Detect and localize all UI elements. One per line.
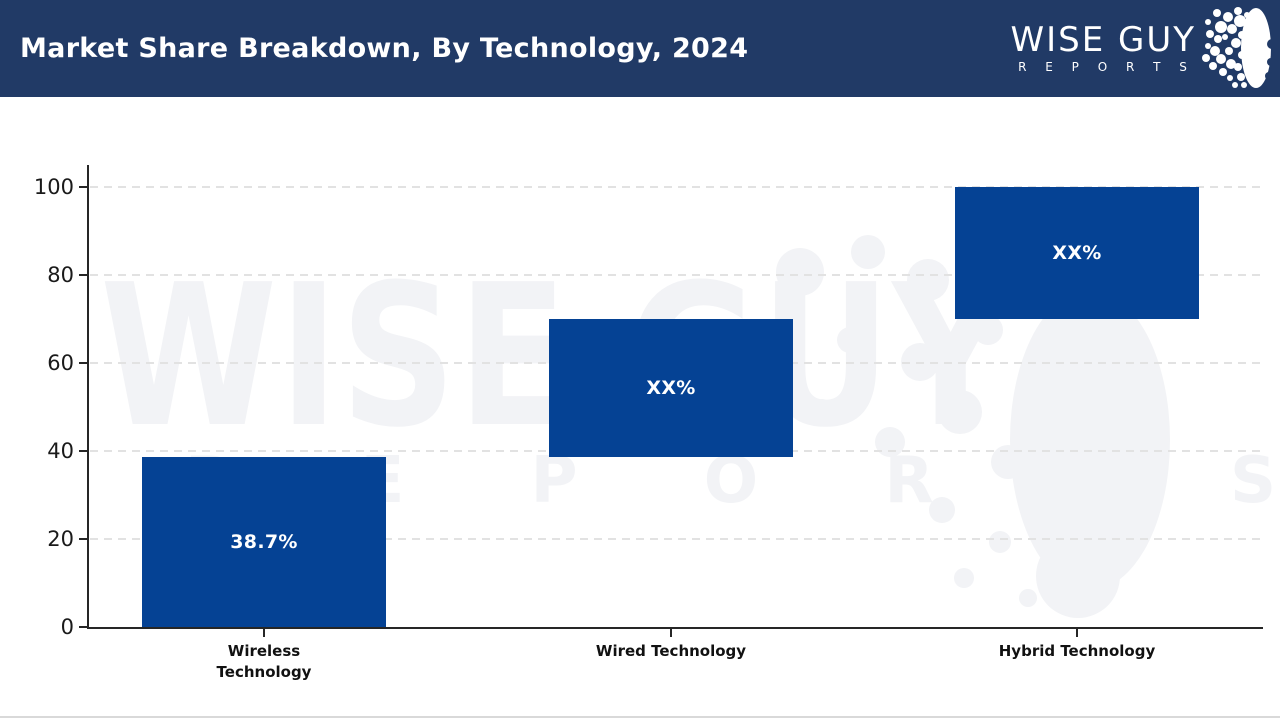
logo-wordmark-line1: WISE GUY bbox=[1010, 20, 1196, 60]
y-tick-mark bbox=[79, 186, 88, 189]
y-tick-label: 60 bbox=[47, 351, 74, 376]
page-title: Market Share Breakdown, By Technology, 2… bbox=[20, 33, 749, 64]
watermark-face-icon bbox=[776, 231, 1170, 618]
y-tick-mark bbox=[79, 626, 88, 628]
bar-value-label: 38.7% bbox=[230, 530, 298, 553]
x-axis-line bbox=[87, 627, 1263, 629]
y-tick-label: 100 bbox=[33, 175, 74, 200]
y-gridline bbox=[90, 186, 1262, 189]
x-tick-mark bbox=[670, 629, 672, 637]
y-tick-label: 0 bbox=[60, 615, 74, 639]
logo-wordmark: WISE GUY R E P O R T S bbox=[1010, 22, 1196, 75]
y-gridline bbox=[90, 274, 1262, 277]
bar-wireless-technology: 38.7% bbox=[142, 456, 386, 627]
category-label: Wireless Technology bbox=[216, 642, 312, 681]
wise-guy-logo: WISE GUY R E P O R T S bbox=[1010, 0, 1272, 97]
bar-value-label: XX% bbox=[646, 377, 696, 400]
bar-value-label: XX% bbox=[1052, 242, 1102, 265]
logo-wordmark-line2: R E P O R T S bbox=[1018, 60, 1195, 74]
y-axis-line bbox=[87, 165, 89, 628]
footer-divider bbox=[0, 716, 1280, 718]
y-tick-label: 80 bbox=[47, 263, 74, 288]
bar-wired-technology: XX% bbox=[549, 319, 793, 457]
x-tick-mark bbox=[263, 629, 265, 637]
y-tick-label: 40 bbox=[47, 439, 74, 464]
y-tick-mark bbox=[79, 362, 88, 365]
header-bar: Market Share Breakdown, By Technology, 2… bbox=[0, 0, 1280, 97]
y-tick-mark bbox=[79, 274, 88, 277]
y-tick-label: 20 bbox=[47, 527, 74, 552]
y-tick-mark bbox=[79, 450, 88, 453]
logo-face-icon bbox=[1202, 6, 1272, 88]
y-gridline bbox=[90, 538, 1262, 541]
category-label: Wired Technology bbox=[595, 642, 747, 660]
bar-hybrid-technology: XX% bbox=[955, 187, 1199, 320]
y-tick-mark bbox=[79, 538, 88, 541]
x-tick-mark bbox=[1076, 629, 1078, 637]
category-label: Hybrid Technology bbox=[998, 642, 1156, 660]
